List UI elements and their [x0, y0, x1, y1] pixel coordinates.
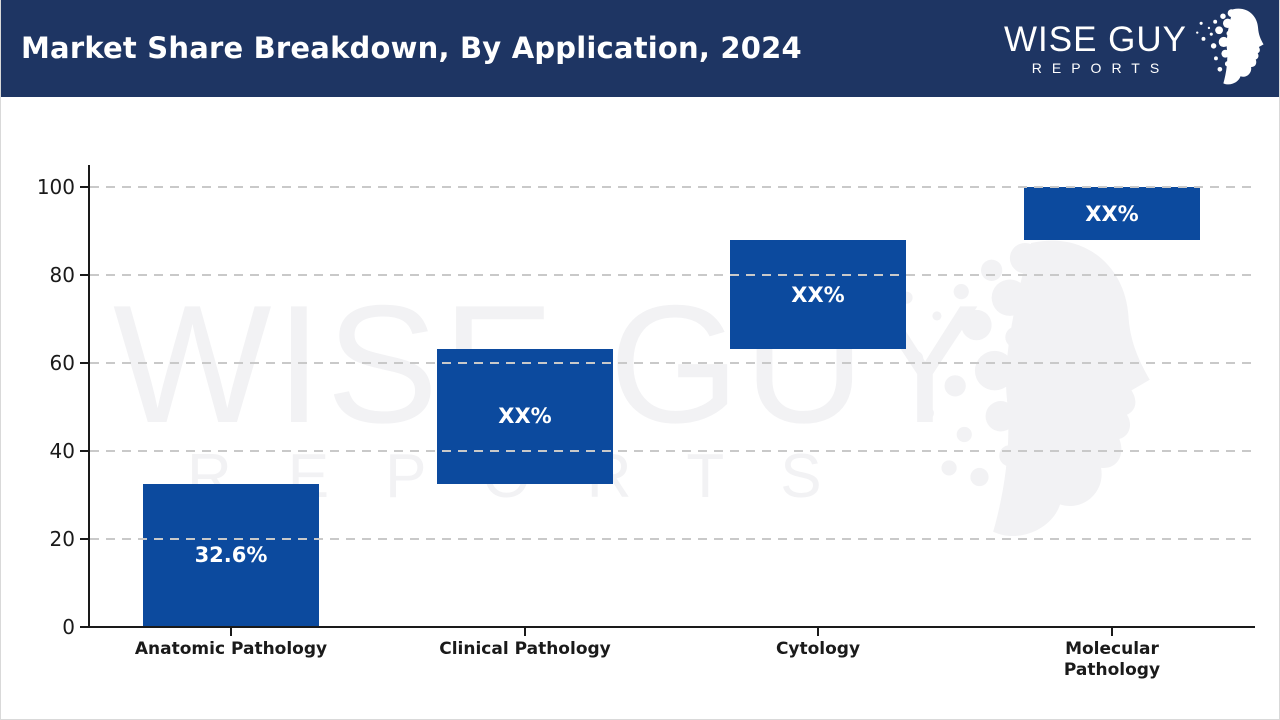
x-category-label-1: Clinical Pathology: [439, 639, 611, 659]
y-tick-label-20: 20: [49, 527, 75, 551]
y-tick-label-80: 80: [49, 263, 75, 287]
y-tick-0: [80, 626, 89, 628]
x-category-label-0: Anatomic Pathology: [134, 639, 328, 659]
bar-segment-3: [1024, 187, 1200, 241]
bar-segment-1: [437, 348, 613, 484]
y-tick-20: [80, 538, 89, 540]
logo-face-icon: [1196, 8, 1264, 84]
y-tick-100: [80, 186, 89, 188]
watermark-face-icon: [886, 240, 1150, 537]
y-tick-label-60: 60: [49, 351, 75, 375]
x-axis-line: [81, 626, 1255, 628]
x-category-label-2: Cytology: [775, 639, 861, 659]
y-tick-80: [80, 274, 89, 276]
y-tick-label-0: 0: [62, 615, 75, 639]
brand-logo: WISE GUY REPORTS: [1004, 6, 1269, 92]
bar-value-label-1: XX%: [498, 404, 552, 429]
y-tick-60: [80, 362, 89, 364]
x-tick-0: [230, 628, 232, 636]
bar-segment-2: [730, 240, 906, 349]
x-tick-1: [524, 628, 526, 636]
chart-title: Market Share Breakdown, By Application, …: [21, 30, 802, 65]
bar-value-label-0: 32.6%: [194, 543, 268, 568]
y-tick-label-40: 40: [49, 439, 75, 463]
x-tick-3: [1111, 628, 1113, 636]
gridline-40: [90, 450, 1254, 452]
gridline-60: [90, 362, 1254, 364]
logo-subtext: REPORTS: [1031, 59, 1170, 76]
bar-value-label-3: XX%: [1085, 201, 1139, 226]
gridline-20: [90, 538, 1254, 540]
logo-wordmark: WISE GUY: [1003, 19, 1187, 59]
y-tick-40: [80, 450, 89, 452]
header: Market Share Breakdown, By Application, …: [1, 0, 1279, 97]
x-tick-2: [817, 628, 819, 636]
brand-logo-text: WISE GUY REPORTS: [1004, 22, 1187, 76]
x-category-label-3: Molecular Pathology: [1063, 639, 1161, 681]
y-axis-line: [88, 165, 90, 628]
gridline-100: [90, 186, 1254, 188]
y-tick-label-100: 100: [36, 175, 75, 199]
bar-value-label-2: XX%: [791, 282, 845, 307]
bar-segment-0: [143, 483, 319, 627]
gridline-80: [90, 274, 1254, 276]
